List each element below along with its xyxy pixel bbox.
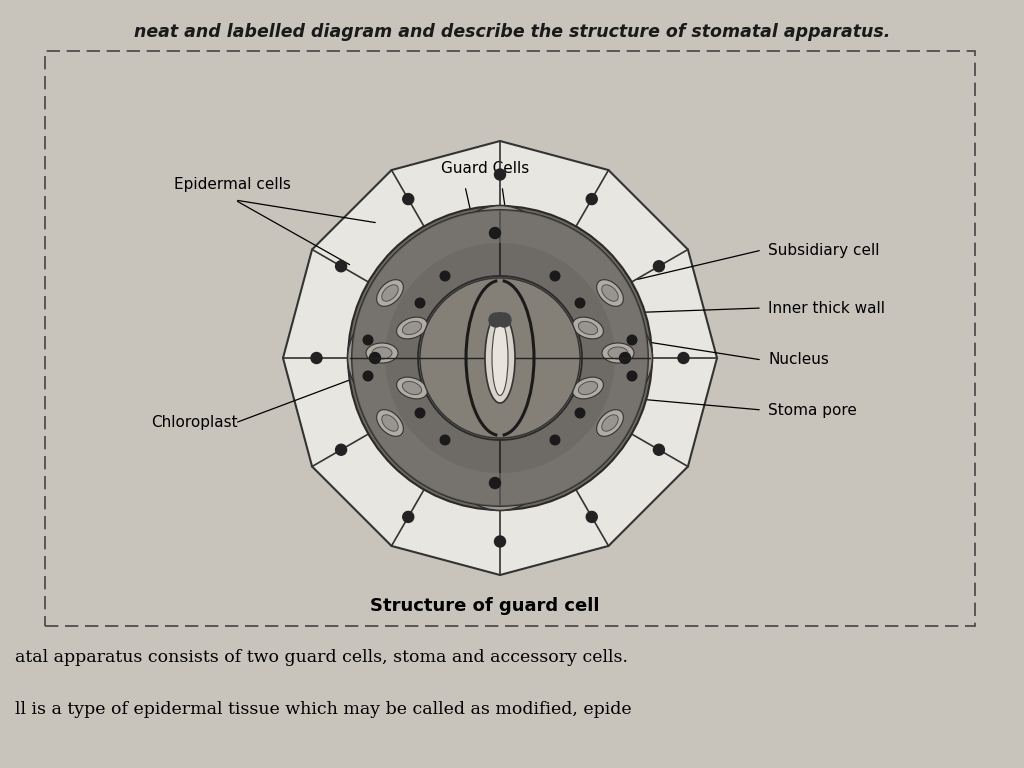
Circle shape xyxy=(402,194,414,204)
Circle shape xyxy=(495,169,506,180)
Circle shape xyxy=(587,194,597,204)
Ellipse shape xyxy=(602,343,634,363)
Text: ll is a type of epidermal tissue which may be called as modified, epide: ll is a type of epidermal tissue which m… xyxy=(15,701,632,719)
Text: Inner thick wall: Inner thick wall xyxy=(768,300,885,316)
Ellipse shape xyxy=(602,415,618,432)
Ellipse shape xyxy=(372,347,392,359)
Ellipse shape xyxy=(377,280,403,306)
Circle shape xyxy=(370,353,381,363)
Text: Nucleus: Nucleus xyxy=(768,353,828,368)
Text: Subsidiary cell: Subsidiary cell xyxy=(768,243,880,257)
Bar xyxy=(45,51,975,626)
Ellipse shape xyxy=(402,382,422,395)
Polygon shape xyxy=(283,141,717,575)
Ellipse shape xyxy=(579,321,598,335)
Circle shape xyxy=(495,536,506,547)
Ellipse shape xyxy=(366,343,398,363)
Circle shape xyxy=(620,353,631,363)
Circle shape xyxy=(364,371,373,381)
Text: atal apparatus consists of two guard cells, stoma and accessory cells.: atal apparatus consists of two guard cel… xyxy=(15,650,628,667)
Circle shape xyxy=(489,313,503,327)
Ellipse shape xyxy=(382,415,398,432)
Ellipse shape xyxy=(608,347,628,359)
Circle shape xyxy=(440,271,450,281)
Circle shape xyxy=(587,511,597,522)
Circle shape xyxy=(550,435,560,445)
Ellipse shape xyxy=(602,285,618,301)
Circle shape xyxy=(415,298,425,308)
Circle shape xyxy=(364,335,373,345)
Ellipse shape xyxy=(597,320,652,396)
Ellipse shape xyxy=(492,320,508,396)
Text: Chloroplast: Chloroplast xyxy=(152,415,238,431)
Ellipse shape xyxy=(382,285,398,301)
Polygon shape xyxy=(500,210,648,506)
Circle shape xyxy=(420,278,580,438)
Text: Structure of guard cell: Structure of guard cell xyxy=(371,597,600,615)
Text: neat and labelled diagram and describe the structure of stomatal apparatus.: neat and labelled diagram and describe t… xyxy=(134,23,890,41)
Text: Stoma pore: Stoma pore xyxy=(768,402,857,418)
Ellipse shape xyxy=(597,280,624,306)
Ellipse shape xyxy=(377,409,403,436)
Circle shape xyxy=(415,409,425,418)
Circle shape xyxy=(336,444,346,455)
Ellipse shape xyxy=(347,320,402,396)
Circle shape xyxy=(422,280,578,436)
Circle shape xyxy=(336,261,346,272)
Ellipse shape xyxy=(463,455,538,511)
Circle shape xyxy=(575,298,585,308)
Circle shape xyxy=(653,444,665,455)
Text: Epidermal cells: Epidermal cells xyxy=(173,177,291,192)
Ellipse shape xyxy=(572,377,603,399)
Circle shape xyxy=(678,353,689,363)
Circle shape xyxy=(550,271,560,281)
Circle shape xyxy=(489,478,501,488)
Circle shape xyxy=(311,353,322,363)
Circle shape xyxy=(627,371,637,381)
Circle shape xyxy=(653,261,665,272)
Ellipse shape xyxy=(402,321,422,335)
Polygon shape xyxy=(352,210,500,506)
Ellipse shape xyxy=(396,377,427,399)
Ellipse shape xyxy=(572,317,603,339)
Ellipse shape xyxy=(463,206,538,260)
Circle shape xyxy=(627,335,637,345)
Circle shape xyxy=(440,435,450,445)
Ellipse shape xyxy=(485,313,515,403)
Polygon shape xyxy=(352,210,500,506)
Circle shape xyxy=(575,409,585,418)
Ellipse shape xyxy=(396,317,427,339)
Circle shape xyxy=(489,227,501,239)
Text: Guard Cells: Guard Cells xyxy=(441,161,529,176)
Ellipse shape xyxy=(579,382,598,395)
Polygon shape xyxy=(500,210,648,506)
Circle shape xyxy=(348,206,652,510)
Circle shape xyxy=(497,313,511,327)
Circle shape xyxy=(402,511,414,522)
Ellipse shape xyxy=(597,409,624,436)
